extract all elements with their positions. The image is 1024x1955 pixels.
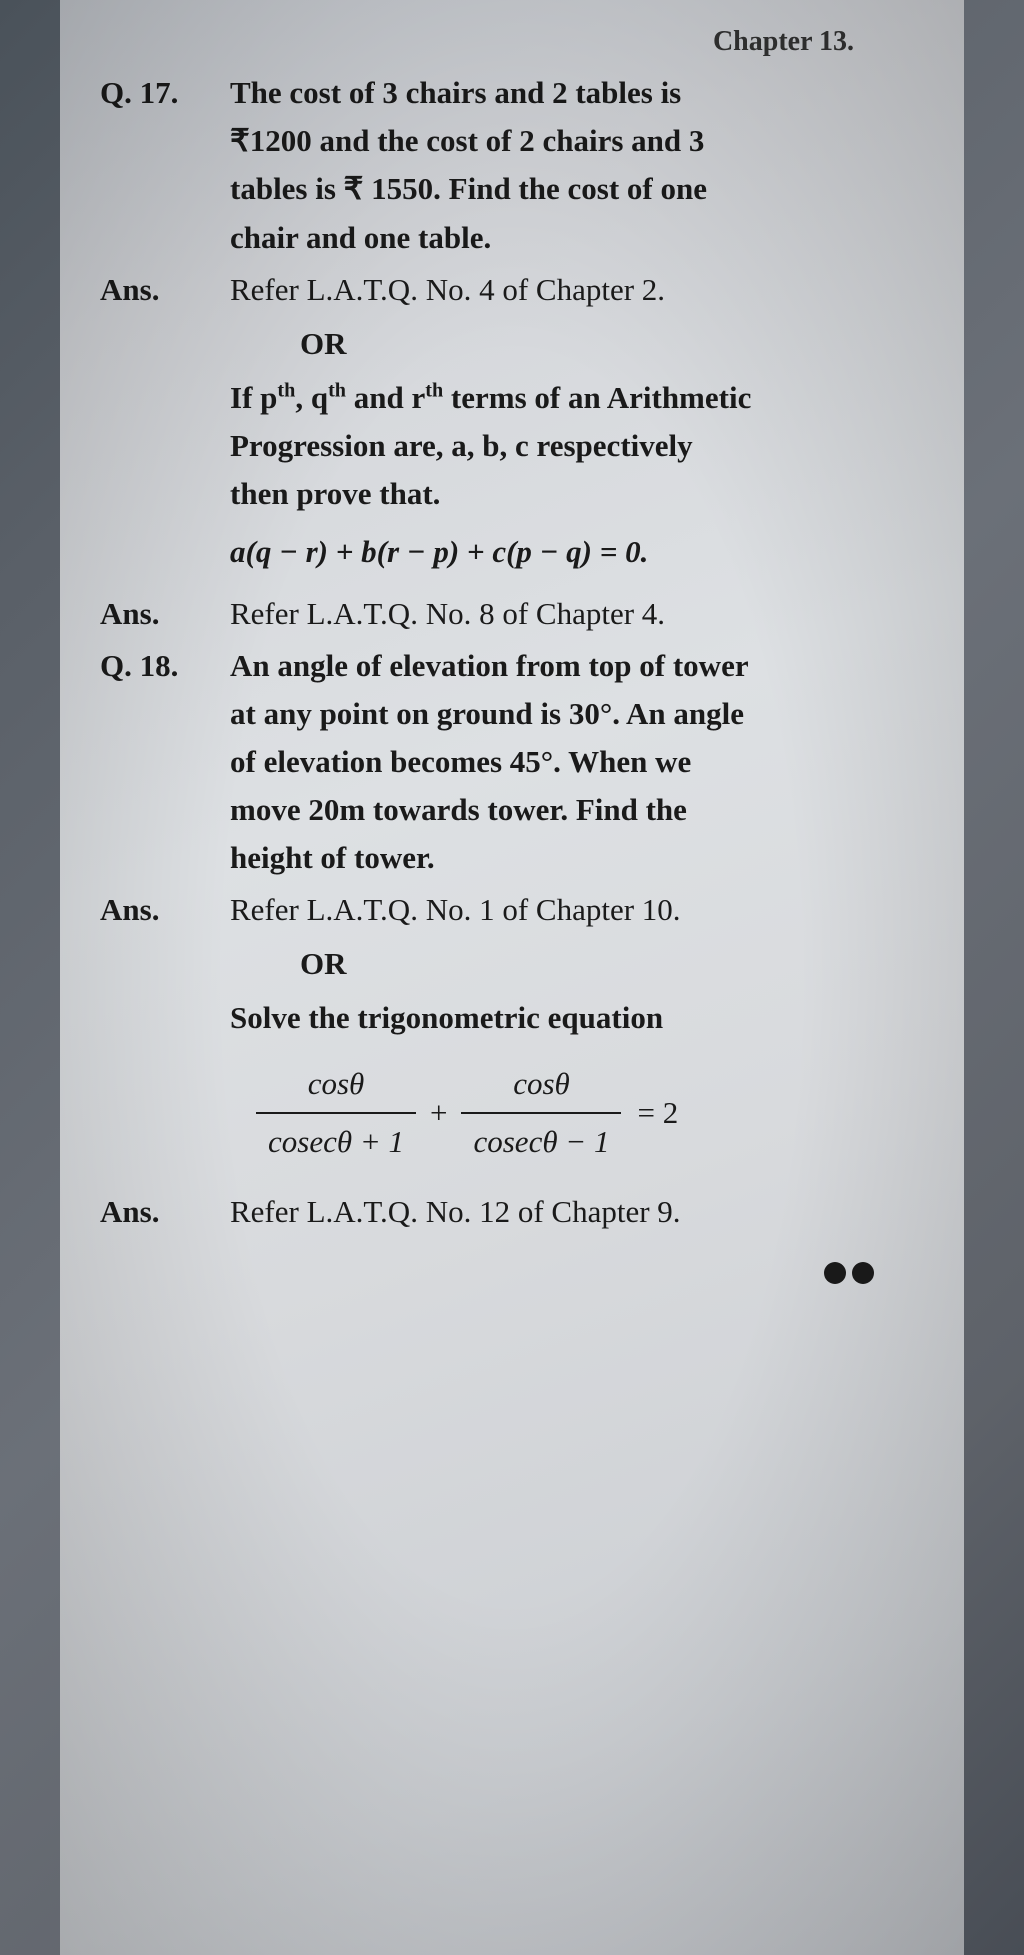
q18-ans-text: Refer L.A.T.Q. No. 1 of Chapter 10.: [230, 886, 894, 934]
q17-or-ans-label: Ans.: [100, 590, 230, 638]
frac2: cosθ cosecθ − 1: [461, 1060, 621, 1166]
th2: th: [328, 379, 346, 401]
q17-ans-label: Ans.: [100, 266, 230, 314]
q17-or-spacer: [100, 374, 230, 586]
frac1-den: cosecθ + 1: [256, 1112, 416, 1166]
q17-or-ans-row: Ans. Refer L.A.T.Q. No. 8 of Chapter 4.: [100, 590, 894, 638]
th3: th: [425, 379, 443, 401]
frag2: , q: [295, 380, 328, 415]
q17-ans-text: Refer L.A.T.Q. No. 4 of Chapter 2.: [230, 266, 894, 314]
q18-row: Q. 18. An angle of elevation from top of…: [100, 642, 894, 882]
q17-or-text: If pth, qth and rth terms of an Arithmet…: [230, 374, 894, 586]
frac2-num: cosθ: [501, 1060, 582, 1112]
frac1-num: cosθ: [296, 1060, 377, 1112]
q17-ans-row: Ans. Refer L.A.T.Q. No. 4 of Chapter 2.: [100, 266, 894, 314]
q17-or-ans-text: Refer L.A.T.Q. No. 8 of Chapter 4.: [230, 590, 894, 638]
content: Chapter 13. Q. 17. The cost of 3 chairs …: [100, 20, 894, 1298]
frag4: terms of an Arithmetic: [443, 380, 751, 415]
q18-or-line: Solve the trigonometric equation: [230, 994, 894, 1042]
q17-or-line2: Progression are, a, b, c respectively: [230, 422, 894, 470]
q18-line1: An angle of elevation from top of tower: [230, 642, 894, 690]
q17-label: Q. 17.: [100, 69, 230, 261]
plus: +: [430, 1089, 447, 1137]
q17-line3: tables is ₹ 1550. Find the cost of one: [230, 165, 894, 213]
q17-or: OR: [300, 320, 894, 368]
q18-ans-label: Ans.: [100, 886, 230, 934]
q17-equation: a(q − r) + b(r − p) + c(p − q) = 0.: [230, 528, 894, 576]
q17-or-line3: then prove that.: [230, 470, 894, 518]
equals: = 2: [637, 1089, 678, 1137]
frag3: and r: [346, 380, 425, 415]
q18-or-ans-row: Ans. Refer L.A.T.Q. No. 12 of Chapter 9.: [100, 1188, 894, 1236]
end-dots: [100, 1250, 894, 1298]
q18-or-row: Solve the trigonometric equation cosθ co…: [100, 994, 894, 1184]
dot-icon: [852, 1262, 874, 1284]
th1: th: [277, 379, 295, 401]
q18-ans-row: Ans. Refer L.A.T.Q. No. 1 of Chapter 10.: [100, 886, 894, 934]
q18-line4: move 20m towards tower. Find the: [230, 786, 894, 834]
q18-or-ans-label: Ans.: [100, 1188, 230, 1236]
q18-or-ans-text: Refer L.A.T.Q. No. 12 of Chapter 9.: [230, 1188, 894, 1236]
q17-line4: chair and one table.: [230, 214, 894, 262]
header-fragment: Chapter 13.: [100, 20, 894, 63]
q18-line2: at any point on ground is 30°. An angle: [230, 690, 894, 738]
q18-label: Q. 18.: [100, 642, 230, 882]
frag1: If p: [230, 380, 277, 415]
frac1: cosθ cosecθ + 1: [256, 1060, 416, 1166]
page: Chapter 13. Q. 17. The cost of 3 chairs …: [60, 0, 964, 1955]
prog-frag: Progression are, a, b, c respectively: [230, 428, 693, 463]
q18-text: An angle of elevation from top of tower …: [230, 642, 894, 882]
trig-equation: cosθ cosecθ + 1 + cosθ cosecθ − 1 = 2: [250, 1060, 894, 1166]
frac2-den: cosecθ − 1: [461, 1112, 621, 1166]
q17-row: Q. 17. The cost of 3 chairs and 2 tables…: [100, 69, 894, 261]
q17-line1: The cost of 3 chairs and 2 tables is: [230, 69, 894, 117]
q17-or-line1: If pth, qth and rth terms of an Arithmet…: [230, 374, 894, 422]
q18-or-text: Solve the trigonometric equation cosθ co…: [230, 994, 894, 1184]
q18-line3: of elevation becomes 45°. When we: [230, 738, 894, 786]
q18-or: OR: [300, 940, 894, 988]
q17-line2: ₹1200 and the cost of 2 chairs and 3: [230, 117, 894, 165]
q18-line5: height of tower.: [230, 834, 894, 882]
q17-text: The cost of 3 chairs and 2 tables is ₹12…: [230, 69, 894, 261]
dot-icon: [824, 1262, 846, 1284]
q17-or-row: If pth, qth and rth terms of an Arithmet…: [100, 374, 894, 586]
q18-or-spacer: [100, 994, 230, 1184]
